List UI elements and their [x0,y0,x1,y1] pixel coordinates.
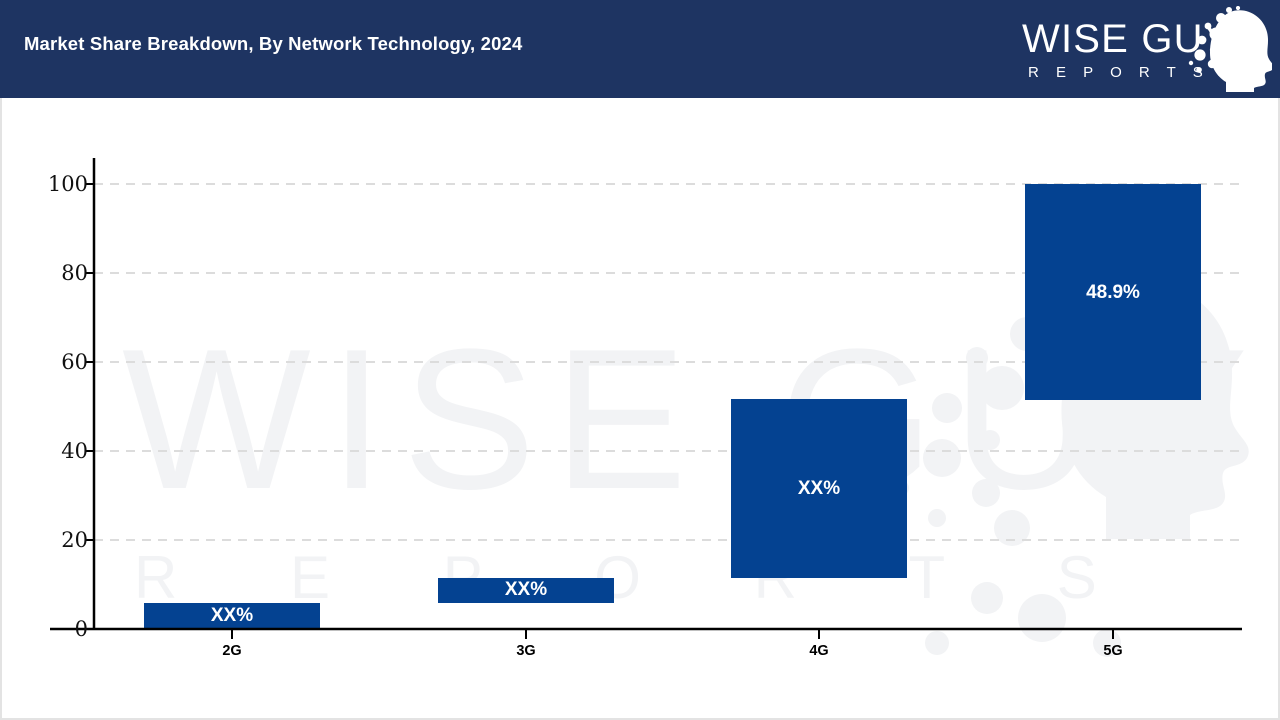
bars [144,184,1201,629]
bar-5g [1025,184,1201,400]
bar-4g [731,399,907,578]
ytick-label-40: 40 [61,439,88,463]
bar-label-2g: XX% [210,605,254,626]
bar-2g [144,603,320,629]
bar-label-5g: 48.9% [1086,282,1140,303]
xtick-label-5g: 5G [1103,643,1123,659]
page-title: Market Share Breakdown, By Network Techn… [24,33,523,54]
bar-label-3g: XX% [504,579,548,600]
logo-head-icon [1188,5,1274,97]
logo-svg: WISE GUY R E P O R T S [1022,5,1274,97]
ytick-label-20: 20 [61,528,88,552]
ytick-label-80: 80 [61,261,88,285]
ytick-label-0: 0 [74,617,88,641]
ytick-label-60: 60 [61,350,88,374]
x-tick-marks [231,629,1114,639]
chart-canvas: WISE GUY R E P O R T S [0,98,1280,720]
bar-label-4g: XX% [797,478,841,499]
ytick-label-100: 100 [47,172,88,196]
logo-wordmark-bottom: R E P O R T S [1028,64,1209,81]
bar-3g [438,578,614,603]
plot-area [50,158,1242,639]
header-bar: Market Share Breakdown, By Network Techn… [0,0,1280,98]
xtick-label-2g: 2G [222,643,242,659]
xtick-label-3g: 3G [516,643,536,659]
wiseguy-reports-logo: WISE GUY R E P O R T S [1016,5,1274,97]
xtick-label-4g: 4G [809,643,829,659]
y-tick-marks [85,183,94,630]
